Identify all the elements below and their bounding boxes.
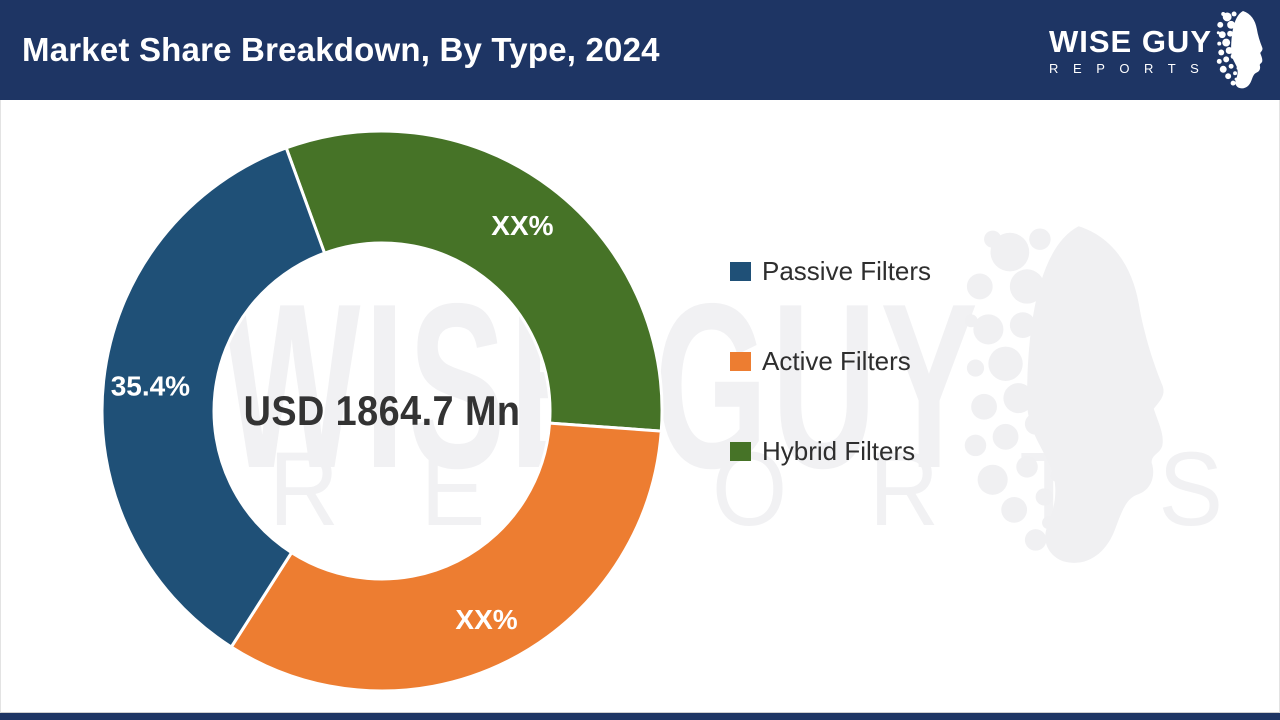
logo-wordmark: WISE GUY xyxy=(1048,23,1212,59)
legend-item-passive-filters[interactable]: Passive Filters xyxy=(730,256,931,286)
legend-label: Active Filters xyxy=(762,346,911,376)
legend-label: Hybrid Filters xyxy=(762,436,916,466)
page-title: Market Share Breakdown, By Type, 2024 xyxy=(22,31,660,68)
legend-label: Passive Filters xyxy=(762,256,932,286)
legend-swatch xyxy=(730,351,751,371)
donut-center-value: USD 1864.7 Mn xyxy=(243,387,521,434)
logo-text: WISE GUY R E P O R T S xyxy=(1048,23,1212,76)
donut-segment-passive-filters[interactable] xyxy=(100,146,327,649)
donut-segment-active-filters[interactable] xyxy=(229,421,663,693)
header-bar: Market Share Breakdown, By Type, 2024 WI… xyxy=(0,0,1280,100)
watermark-face-icon xyxy=(941,222,1199,570)
wise-guy-logo: WISE GUY R E P O R T S xyxy=(1049,8,1266,92)
segment-label: XX% xyxy=(455,604,517,635)
legend-swatch xyxy=(730,261,751,281)
footer-bar xyxy=(0,713,1280,720)
chart-area: WISE GUY R E P O R T S XX% XX% 35.4% USD 1… xyxy=(0,100,1280,713)
legend-item-active-filters[interactable]: Active Filters xyxy=(730,346,931,376)
segment-label: XX% xyxy=(491,210,553,241)
legend-item-hybrid-filters[interactable]: Hybrid Filters xyxy=(730,436,931,466)
logo-subtext: R E P O R T S xyxy=(1048,60,1205,76)
donut-chart: XX% XX% 35.4% xyxy=(100,129,664,693)
wise-guy-face-icon xyxy=(1216,10,1266,90)
segment-label: 35.4% xyxy=(111,370,190,401)
legend-swatch xyxy=(730,441,751,461)
legend: Passive Filters Active Filters Hybrid Filt… xyxy=(730,256,931,526)
donut-segment-hybrid-filters[interactable] xyxy=(284,129,664,433)
